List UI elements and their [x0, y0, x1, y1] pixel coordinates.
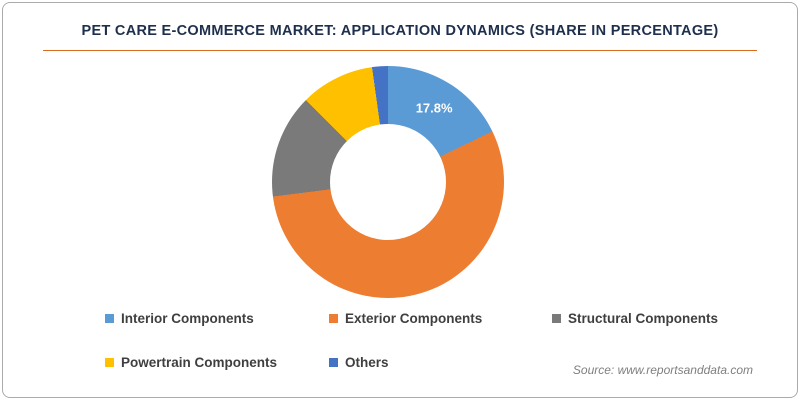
source-attribution: Source: www.reportsanddata.com [572, 363, 753, 377]
legend-label-exterior: Exterior Components [345, 311, 483, 326]
donut-chart: 17.8% [272, 66, 504, 298]
legend-item-powertrain: Powertrain Components [105, 355, 277, 370]
legend-item-others: Others [329, 355, 389, 370]
legend-swatch-interior [105, 314, 114, 323]
legend-item-structural: Structural Components [552, 311, 718, 326]
page-title: PET CARE E-COMMERCE MARKET: APPLICATION … [81, 23, 719, 39]
legend-label-others: Others [345, 355, 389, 370]
legend-label-powertrain: Powertrain Components [121, 355, 278, 370]
legend-item-exterior: Exterior Components [329, 311, 482, 326]
legend-label-interior: Interior Components [121, 311, 254, 326]
legend-swatch-others [329, 358, 338, 367]
legend-swatch-structural [552, 314, 561, 323]
title-underline [43, 50, 757, 51]
legend-swatch-powertrain [105, 358, 114, 367]
legend-label-structural: Structural Components [568, 311, 719, 326]
donut-hole [330, 124, 446, 240]
legend-swatch-exterior [329, 314, 338, 323]
slice-label: 17.8% [415, 100, 453, 116]
legend-item-interior: Interior Components [105, 311, 254, 326]
